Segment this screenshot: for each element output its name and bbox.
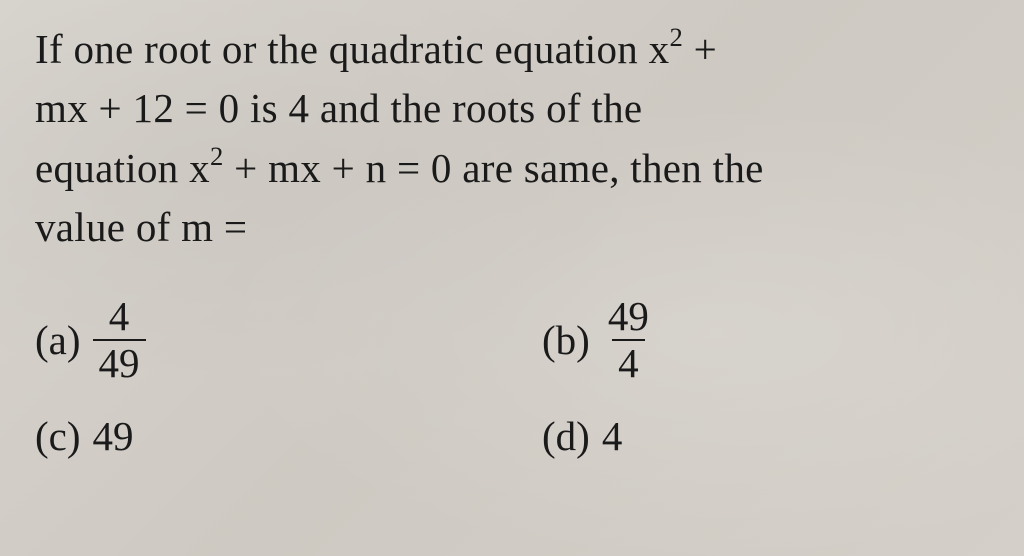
option-a-numerator: 4 <box>103 296 136 339</box>
option-a-label: (a) <box>35 316 81 364</box>
question-text: If one root or the quadratic equation x2… <box>35 20 989 258</box>
question-line2: mx + 12 = 0 is 4 and the roots of the <box>35 85 642 131</box>
options-container: (a) 4 49 (b) 49 4 (c) 49 (d) 4 <box>35 296 989 460</box>
option-b-fraction: 49 4 <box>602 296 655 384</box>
option-a-fraction: 4 49 <box>93 296 146 384</box>
question-line1-part2: + <box>683 26 717 72</box>
option-b-label: (b) <box>542 316 590 364</box>
question-line3-part1: equation x <box>35 145 210 191</box>
option-d: (d) 4 <box>542 412 989 460</box>
option-d-value: 4 <box>602 412 623 460</box>
option-d-label: (d) <box>542 412 590 460</box>
question-line1-sup: 2 <box>669 22 683 52</box>
option-a: (a) 4 49 <box>35 296 482 384</box>
question-line3-part2: + mx + n = 0 are same, then the <box>224 145 764 191</box>
question-line3-sup: 2 <box>210 141 224 171</box>
option-a-denominator: 49 <box>93 339 146 384</box>
option-c-value: 49 <box>93 412 134 460</box>
option-c-label: (c) <box>35 412 81 460</box>
option-c: (c) 49 <box>35 412 482 460</box>
option-b-denominator: 4 <box>612 339 645 384</box>
question-line1-part1: If one root or the quadratic equation x <box>35 26 669 72</box>
question-line4: value of m = <box>35 204 247 250</box>
option-b-numerator: 49 <box>602 296 655 339</box>
option-b: (b) 49 4 <box>542 296 989 384</box>
